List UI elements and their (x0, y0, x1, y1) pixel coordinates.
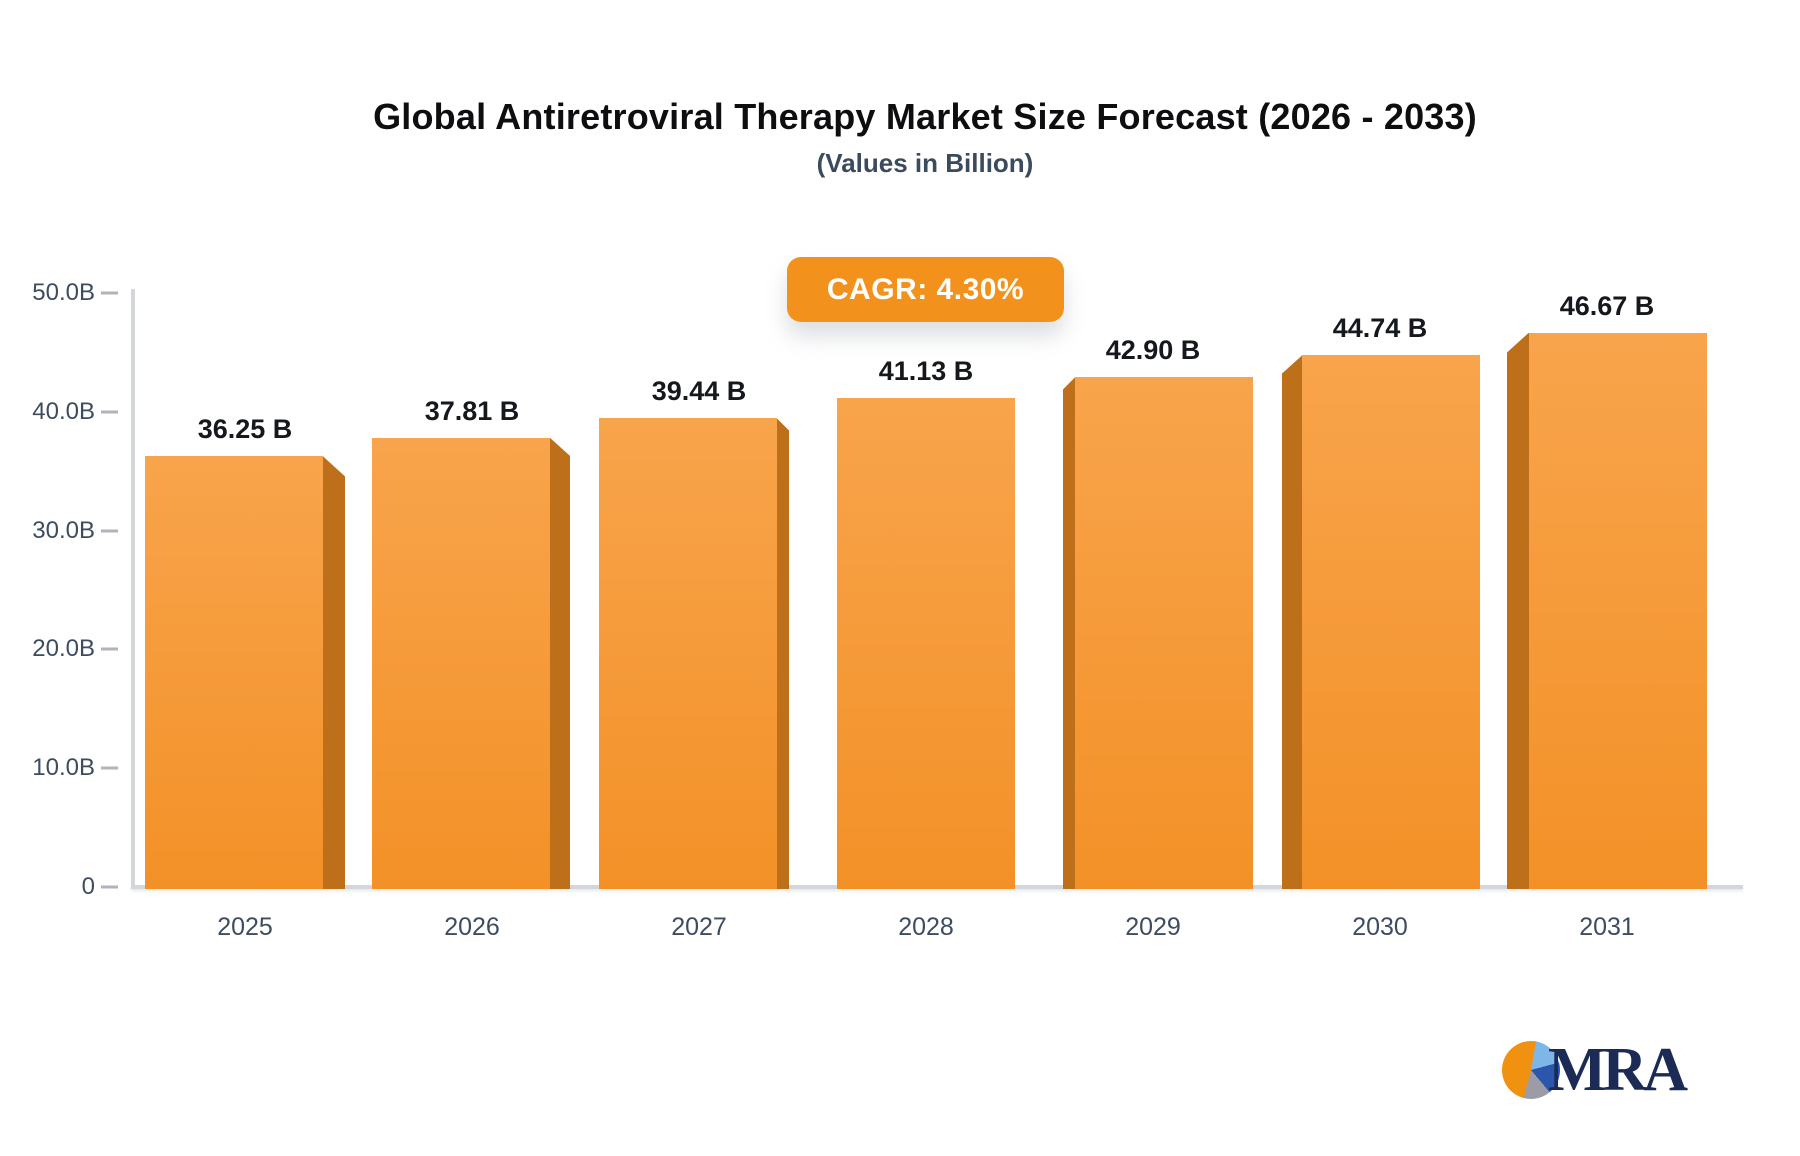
bar-value-label: 37.81 B (424, 395, 520, 426)
x-axis-label: 2031 (1579, 913, 1635, 941)
bar-value-label: 36.25 B (197, 414, 293, 445)
bar-face (372, 437, 550, 889)
bar-face (145, 456, 323, 889)
y-tick-mark (101, 766, 118, 770)
y-tick-label: 40.0B (32, 397, 95, 425)
x-axis-label: 2027 (671, 913, 727, 941)
y-tick-label: 20.0B (32, 635, 95, 663)
bar-face (837, 398, 1015, 889)
chart-title: Global Antiretroviral Therapy Market Siz… (373, 96, 1477, 137)
cagr-badge: CAGR: 4.30% (787, 257, 1064, 322)
brand-logo-text: MRA (1548, 1036, 1688, 1104)
y-tick-label: 0 (81, 873, 95, 900)
x-axis-label: 2026 (444, 913, 500, 941)
chart-subtitle: (Values in Billion) (816, 148, 1034, 178)
bar-side (777, 418, 789, 889)
bar-value-label: 41.13 B (878, 356, 974, 387)
bar-value-label: 42.90 B (1105, 335, 1201, 366)
y-tick-mark (101, 410, 118, 414)
bar-side (1282, 355, 1302, 889)
bar-value-label: 46.67 B (1559, 290, 1655, 321)
bar-value-label: 39.44 B (651, 376, 747, 407)
bar-value-label: 44.74 B (1332, 313, 1428, 344)
y-tick-label: 10.0B (32, 754, 95, 782)
bar-side (323, 456, 345, 889)
x-axis-label: 2029 (1125, 913, 1181, 941)
brand-logo: MRA (1502, 1032, 1688, 1108)
x-axis-label: 2028 (898, 913, 954, 941)
bar-face (1302, 355, 1480, 889)
y-axis-line (131, 289, 135, 889)
y-tick-label: 50.0B (32, 279, 95, 306)
bar-side (1063, 377, 1075, 889)
bar-face (1075, 377, 1253, 889)
y-tick-mark (101, 647, 118, 651)
x-axis-label: 2025 (217, 913, 273, 941)
x-axis-label: 2030 (1352, 913, 1408, 941)
y-tick-mark (101, 885, 118, 889)
y-tick-mark (101, 291, 118, 295)
pie-chart-icon (1502, 1041, 1560, 1099)
y-tick-mark (101, 529, 118, 533)
y-tick-label: 30.0B (32, 516, 95, 544)
bar-face (599, 418, 777, 889)
bar-face (1529, 332, 1707, 889)
bar-side (1507, 332, 1529, 889)
bar-side (550, 437, 570, 889)
